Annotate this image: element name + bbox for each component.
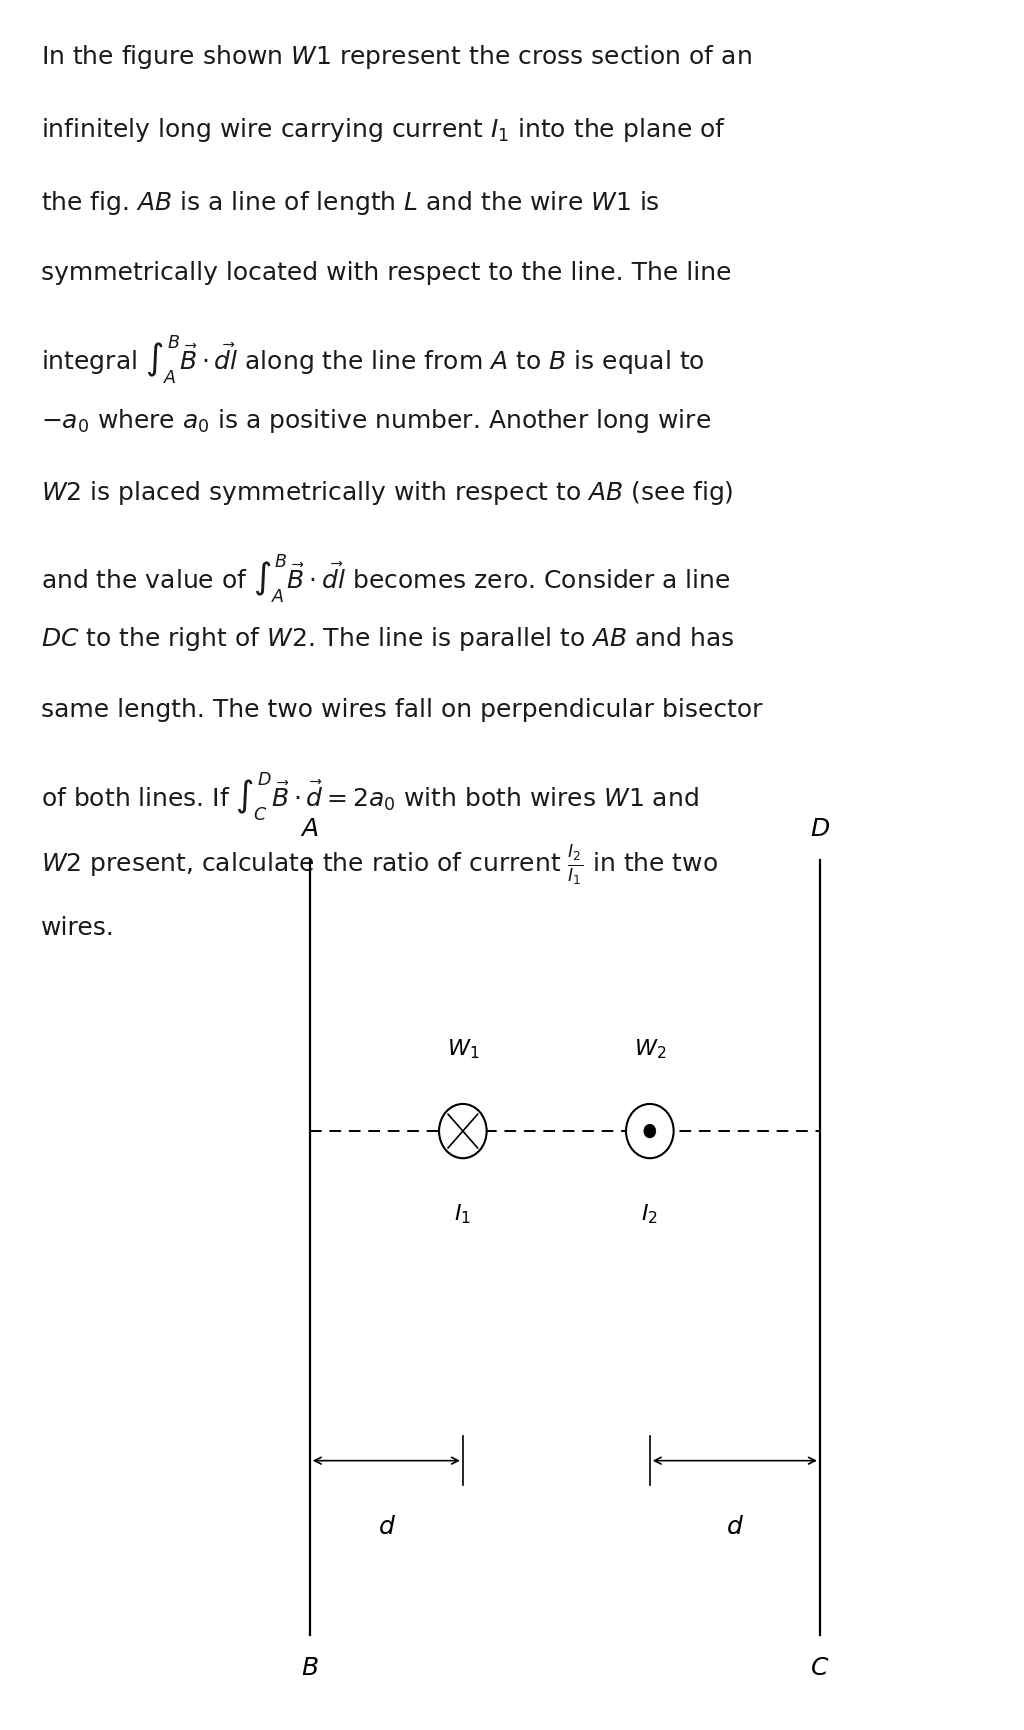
Text: A: A [301,817,318,841]
Text: $I_1$: $I_1$ [455,1202,471,1227]
Text: the fig. $AB$ is a line of length $L$ and the wire $W1$ is: the fig. $AB$ is a line of length $L$ an… [41,189,659,216]
Text: and the value of $\int_A^B \vec{B} \cdot \vec{dl}$ becomes zero. Consider a line: and the value of $\int_A^B \vec{B} \cdot… [41,552,730,604]
Text: $W2$ is placed symmetrically with respect to $AB$ (see fig): $W2$ is placed symmetrically with respec… [41,479,733,507]
Text: d: d [727,1514,742,1538]
Text: integral $\int_A^B \vec{B} \cdot \vec{dl}$ along the line from $A$ to $B$ is equ: integral $\int_A^B \vec{B} \cdot \vec{dl… [41,334,705,386]
Text: d: d [379,1514,394,1538]
Text: $W2$ present, calculate the ratio of current $\frac{I_2}{I_1}$ in the two: $W2$ present, calculate the ratio of cur… [41,843,718,886]
Text: wires.: wires. [41,915,115,939]
Circle shape [626,1104,674,1159]
Text: infinitely long wire carrying current $I_1$ into the plane of: infinitely long wire carrying current $I… [41,116,726,144]
Text: same length. The two wires fall on perpendicular bisector: same length. The two wires fall on perpe… [41,697,763,721]
Text: $I_2$: $I_2$ [641,1202,658,1227]
Text: C: C [811,1654,828,1678]
Text: $W_2$: $W_2$ [634,1036,666,1060]
Text: $DC$ to the right of $W2$. The line is parallel to $AB$ and has: $DC$ to the right of $W2$. The line is p… [41,625,734,652]
Text: B: B [301,1654,318,1678]
Text: of both lines. If $\int_C^D \vec{B} \cdot \vec{d} = 2a_0$ with both wires $W1$ a: of both lines. If $\int_C^D \vec{B} \cdo… [41,770,698,822]
Text: In the figure shown $W1$ represent the cross section of an: In the figure shown $W1$ represent the c… [41,43,752,71]
Text: D: D [810,817,829,841]
Text: $-a_0$ where $a_0$ is a positive number. Another long wire: $-a_0$ where $a_0$ is a positive number.… [41,407,711,434]
Circle shape [644,1124,655,1138]
Circle shape [439,1104,486,1159]
Text: symmetrically located with respect to the line. The line: symmetrically located with respect to th… [41,261,731,285]
Text: $W_1$: $W_1$ [446,1036,479,1060]
